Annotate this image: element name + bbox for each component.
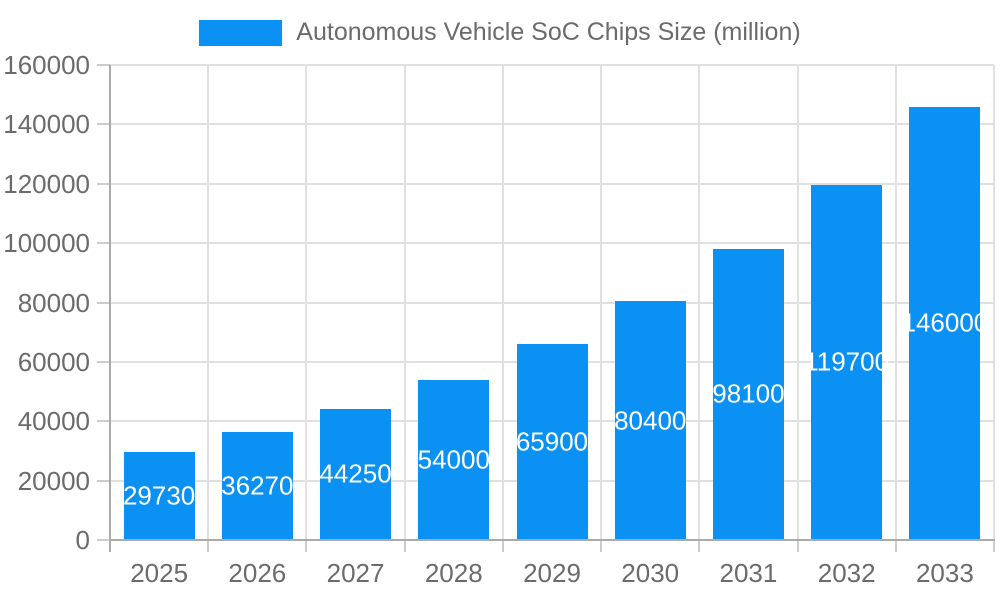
x-gridline xyxy=(207,65,210,540)
y-gridline xyxy=(110,242,994,245)
x-tick xyxy=(993,540,995,552)
y-tick-label: 80000 xyxy=(17,287,90,318)
bar-value-label: 98100 xyxy=(712,378,785,409)
x-tick xyxy=(698,540,701,552)
y-tick-label: 0 xyxy=(75,525,90,555)
x-tick xyxy=(207,540,210,552)
y-gridline xyxy=(110,301,994,304)
x-axis-line xyxy=(109,539,995,541)
bar-value-label: 146000 xyxy=(901,307,989,338)
y-tick xyxy=(97,301,110,304)
x-tick xyxy=(305,540,308,552)
x-tick-label: 2031 xyxy=(719,558,778,588)
x-tick xyxy=(600,540,603,552)
x-gridline xyxy=(993,65,995,540)
y-tick-label: 120000 xyxy=(3,168,90,199)
y-tick xyxy=(97,420,110,423)
bar-value-label: 119700 xyxy=(804,346,890,377)
y-tick-label: 100000 xyxy=(3,228,90,259)
bar[interactable] xyxy=(811,184,883,540)
bar-value-label: 36270 xyxy=(221,470,294,501)
bar-value-label: 80400 xyxy=(614,405,687,436)
y-tick-label: 140000 xyxy=(3,109,90,140)
x-gridline xyxy=(501,65,504,540)
bar[interactable] xyxy=(418,379,490,540)
x-tick-label: 2029 xyxy=(523,558,581,588)
bar[interactable] xyxy=(712,248,784,540)
bar-value-label: 54000 xyxy=(417,444,490,475)
y-gridline xyxy=(110,64,994,66)
x-tick-label: 2027 xyxy=(326,558,385,588)
x-gridline xyxy=(600,65,603,540)
bar[interactable] xyxy=(221,432,293,540)
y-tick-label: 40000 xyxy=(17,406,90,437)
y-tick xyxy=(97,539,110,541)
y-gridline xyxy=(110,182,994,185)
legend-item[interactable]: Autonomous Vehicle SoC Chips Size (milli… xyxy=(0,18,1000,46)
x-tick-label: 2032 xyxy=(817,558,876,588)
bar[interactable] xyxy=(320,408,392,540)
x-tick-label: 2026 xyxy=(228,558,287,588)
x-tick xyxy=(894,540,897,552)
y-tick-label: 60000 xyxy=(17,346,90,377)
y-tick xyxy=(97,64,110,66)
x-gridline xyxy=(698,65,701,540)
x-tick-label: 2033 xyxy=(915,558,974,588)
bar[interactable] xyxy=(516,344,588,540)
y-tick xyxy=(97,182,110,185)
y-tick xyxy=(97,360,110,363)
x-tick-label: 2028 xyxy=(424,558,483,588)
legend-label: Autonomous Vehicle SoC Chips Size (milli… xyxy=(296,18,801,46)
y-tick xyxy=(97,242,110,245)
bar-value-label: 44250 xyxy=(319,458,392,489)
x-tick xyxy=(796,540,799,552)
y-tick-label: 160000 xyxy=(3,50,90,80)
y-gridline xyxy=(110,123,994,126)
x-tick xyxy=(501,540,504,552)
x-gridline xyxy=(305,65,308,540)
y-tick xyxy=(97,479,110,482)
bar[interactable] xyxy=(123,451,195,540)
bar-value-label: 29730 xyxy=(122,480,196,511)
x-tick-label: 2025 xyxy=(130,558,189,588)
x-tick-label: 2030 xyxy=(621,558,680,588)
x-tick xyxy=(403,540,406,552)
y-tick-label: 20000 xyxy=(17,465,90,496)
bar-value-label: 65900 xyxy=(515,426,589,457)
x-gridline xyxy=(796,65,799,540)
legend-swatch xyxy=(199,19,283,46)
x-gridline xyxy=(403,65,406,540)
bar[interactable] xyxy=(909,106,981,540)
x-gridline xyxy=(894,65,897,540)
y-tick xyxy=(97,123,110,126)
y-axis-line xyxy=(109,65,111,552)
bar[interactable] xyxy=(614,301,686,540)
